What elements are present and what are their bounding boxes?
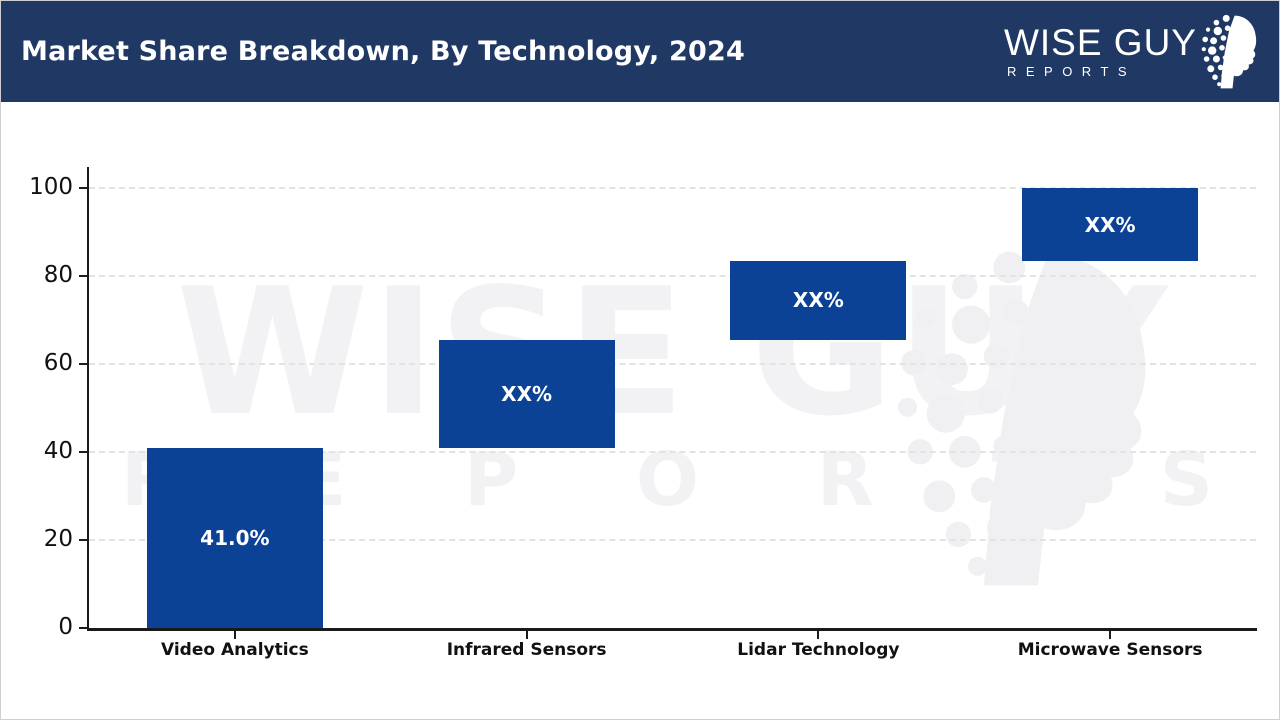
x-tick-label: Lidar Technology xyxy=(737,640,900,660)
y-tick-label: 60 xyxy=(43,350,73,376)
y-gridline xyxy=(89,187,1256,189)
y-axis-spine xyxy=(87,167,89,631)
bar-value-label: XX% xyxy=(501,381,553,406)
y-axis-tick xyxy=(79,627,87,629)
x-axis-tick xyxy=(817,631,820,639)
y-axis-tick xyxy=(79,539,87,541)
bar-value-label: XX% xyxy=(792,288,844,313)
x-axis-spine xyxy=(87,628,1257,631)
y-tick-label: 100 xyxy=(29,174,73,200)
wiseguy-logo-text: WISE GUY REPORTS xyxy=(1004,24,1197,79)
header: Market Share Breakdown, By Technology, 2… xyxy=(1,1,1279,102)
y-gridline xyxy=(89,363,1256,365)
y-tick-label: 80 xyxy=(43,262,73,288)
x-axis-tick xyxy=(1109,631,1112,639)
x-tick-label: Microwave Sensors xyxy=(1017,640,1203,660)
bar-value-label: 41.0% xyxy=(200,525,270,550)
watermark-face-icon xyxy=(863,222,1181,618)
bar-segment: 41.0% xyxy=(146,447,323,628)
x-tick-label: Video Analytics xyxy=(160,640,309,660)
logo-subtitle: REPORTS xyxy=(1006,64,1137,79)
y-axis-tick xyxy=(79,275,87,277)
bar-value-label: XX% xyxy=(1084,212,1136,237)
logo-wordmark: WISE GUY xyxy=(1003,22,1197,63)
y-axis-tick xyxy=(79,451,87,453)
y-tick-label: 20 xyxy=(43,526,73,552)
wiseguy-face-icon xyxy=(1193,10,1265,94)
y-gridline xyxy=(89,451,1256,453)
bar-segment: XX% xyxy=(730,261,907,340)
wiseguy-logo: WISE GUY REPORTS xyxy=(1004,10,1265,94)
y-axis-tick xyxy=(79,363,87,365)
bar-segment: XX% xyxy=(1022,188,1199,262)
x-axis-tick xyxy=(525,631,528,639)
y-tick-label: 40 xyxy=(43,438,73,464)
plot-area: WISE GUY R E P O R T S 0 20 40 60 80 100 Video… xyxy=(1,102,1279,719)
x-tick-label: Infrared Sensors xyxy=(446,640,607,660)
y-tick-label: 0 xyxy=(58,614,73,640)
y-axis-tick xyxy=(79,187,87,189)
bar-segment: XX% xyxy=(438,339,615,448)
x-axis-tick xyxy=(233,631,236,639)
y-gridline xyxy=(89,539,1256,541)
y-gridline xyxy=(89,275,1256,277)
chart-title: Market Share Breakdown, By Technology, 2… xyxy=(21,36,746,67)
